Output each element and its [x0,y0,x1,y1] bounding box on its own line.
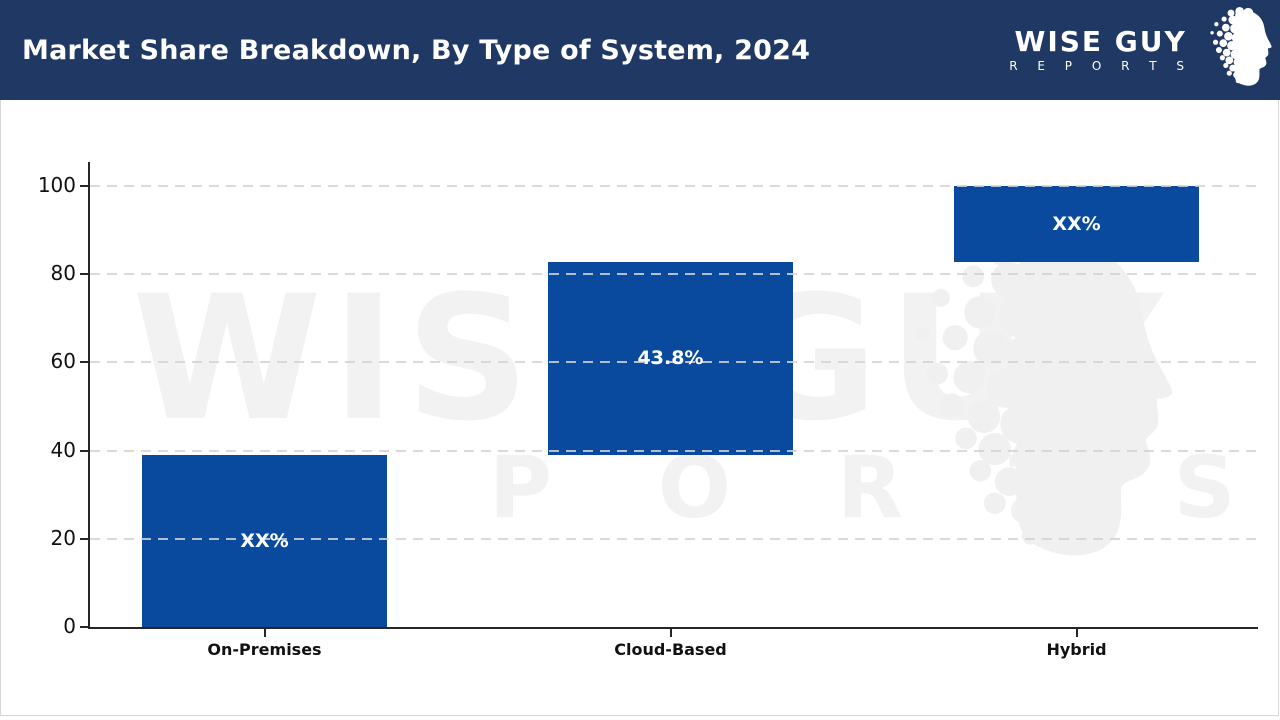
bar [142,455,387,627]
bar-value-label: XX% [240,530,289,552]
gridline [90,449,1256,452]
bar-value-label: 43.8% [637,347,704,370]
bar [954,186,1199,262]
logo-subtext: R E P O R T S [1009,59,1192,74]
page-title: Market Share Breakdown, By Type of Syste… [22,34,811,66]
y-tick-label: 20 [50,525,76,550]
bar [548,261,793,455]
wiseguy-logo: WISE GUY R E P O R T S [1009,6,1274,94]
y-tick-label: 0 [63,614,76,638]
bar-value-label: XX% [1052,212,1101,235]
x-tick-mark [669,629,672,637]
logo-text: WISE GUY R E P O R T S [1009,24,1192,74]
y-tick-mark [80,273,88,276]
gridline [90,361,1256,364]
watermark-head-icon [915,226,1173,556]
gridline [90,537,1256,540]
y-tick-mark [80,185,88,187]
y-tick-mark [80,449,88,452]
x-category-label: Hybrid [1046,640,1107,659]
logo-wordmark: WISE GUY [1014,24,1187,58]
x-category-label: Cloud-Based [614,640,727,659]
y-tick-mark [80,626,88,628]
header-bar: Market Share Breakdown, By Type of Syste… [0,0,1280,100]
y-tick-mark [80,361,88,364]
x-tick-mark [263,629,266,637]
logo-head-icon [1210,7,1272,86]
gridline [90,273,1256,276]
y-tick-label: 80 [50,261,76,286]
x-tick-mark [1075,629,1078,637]
x-axis-line [88,627,1258,629]
y-axis-line [88,162,90,629]
x-category-label: On-Premises [207,640,322,659]
y-tick-mark [80,537,88,540]
y-tick-label: 60 [50,349,76,374]
y-tick-label: 40 [50,437,76,462]
gridline [90,185,1256,187]
y-tick-label: 100 [37,173,76,197]
